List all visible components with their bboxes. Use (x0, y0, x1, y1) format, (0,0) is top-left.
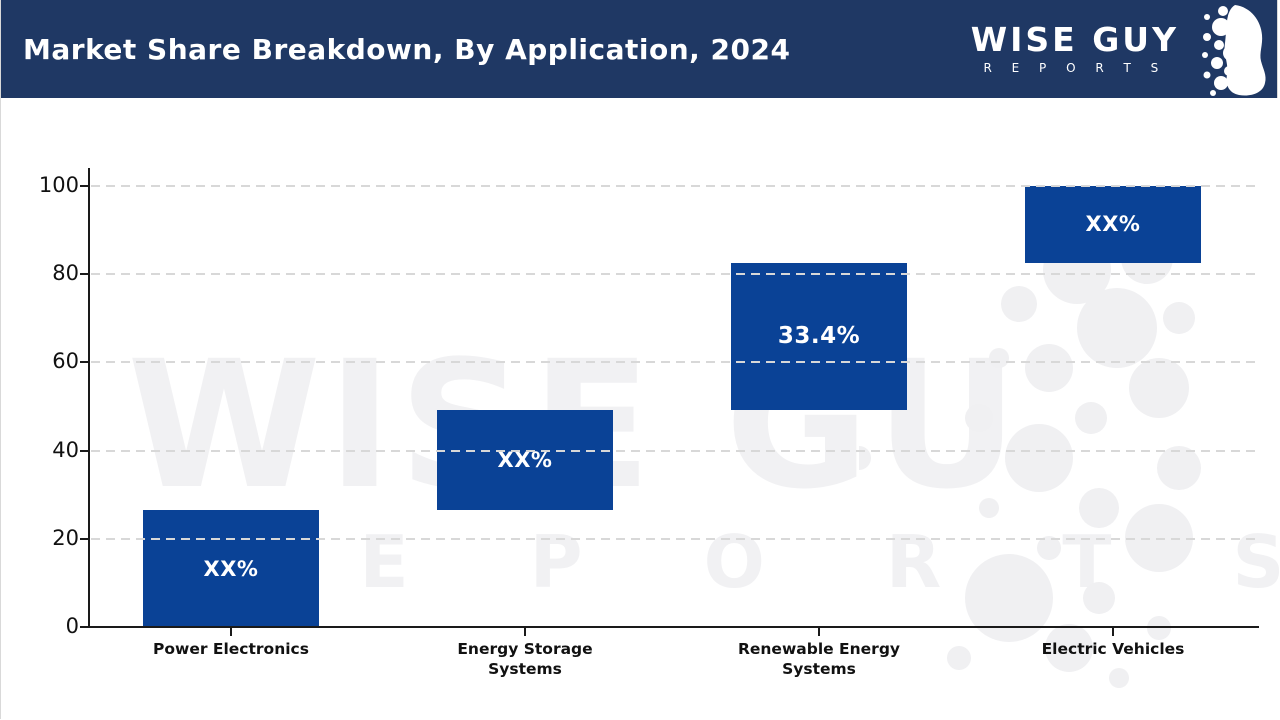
header: Market Share Breakdown, By Application, … (1, 0, 1277, 98)
bar-value-label: XX% (1085, 212, 1141, 237)
bar-segment: 33.4% (731, 262, 907, 410)
x-axis-line (87, 626, 1259, 628)
bar-value-label: 33.4% (777, 323, 861, 350)
bar-segment: XX% (143, 510, 319, 627)
y-tick-mark (80, 361, 88, 364)
y-tick-label: 60 (52, 349, 79, 374)
page-title: Market Share Breakdown, By Application, … (23, 32, 791, 66)
x-category-label: Renewable Energy Systems (737, 640, 901, 678)
x-tick-mark (1112, 628, 1114, 636)
gridline (91, 185, 1257, 187)
logo-wordmark: WISE GUY (970, 20, 1179, 59)
y-axis-line (88, 168, 90, 628)
head-profile-icon (1202, 5, 1266, 96)
bar-value-label: XX% (497, 448, 553, 473)
gridline (91, 449, 1257, 452)
x-category-label: Power Electronics (153, 640, 309, 658)
x-tick-mark (230, 628, 232, 636)
logo-text: WISE GUY R E P O R T S (971, 23, 1179, 75)
x-tick-mark (818, 628, 820, 636)
y-tick-label: 80 (52, 261, 79, 286)
x-category-label: Electric Vehicles (1041, 640, 1185, 658)
y-tick-mark (80, 537, 88, 540)
watermark-head-icon (859, 232, 1201, 688)
x-tick-mark (524, 628, 526, 636)
y-tick-label: 0 (65, 614, 79, 638)
bar-value-label: XX% (203, 556, 259, 581)
gridline (91, 273, 1257, 276)
x-category-label: Energy Storage Systems (457, 640, 593, 678)
gridline (91, 361, 1257, 364)
y-tick-label: 20 (52, 525, 79, 550)
y-tick-mark (80, 449, 88, 452)
y-tick-mark (80, 185, 88, 187)
gridline (91, 537, 1257, 540)
y-tick-mark (80, 626, 88, 628)
y-tick-label: 100 (38, 173, 79, 197)
logo-subtext: R E P O R T S (983, 61, 1167, 75)
bar-segment: XX% (437, 410, 613, 511)
chart-area: WISE GU R E P O R T S (1, 98, 1279, 719)
logo: WISE GUY R E P O R T S (971, 0, 1269, 98)
bar-segment: XX% (1025, 186, 1201, 263)
y-tick-label: 40 (52, 437, 79, 462)
y-tick-mark (80, 273, 88, 276)
